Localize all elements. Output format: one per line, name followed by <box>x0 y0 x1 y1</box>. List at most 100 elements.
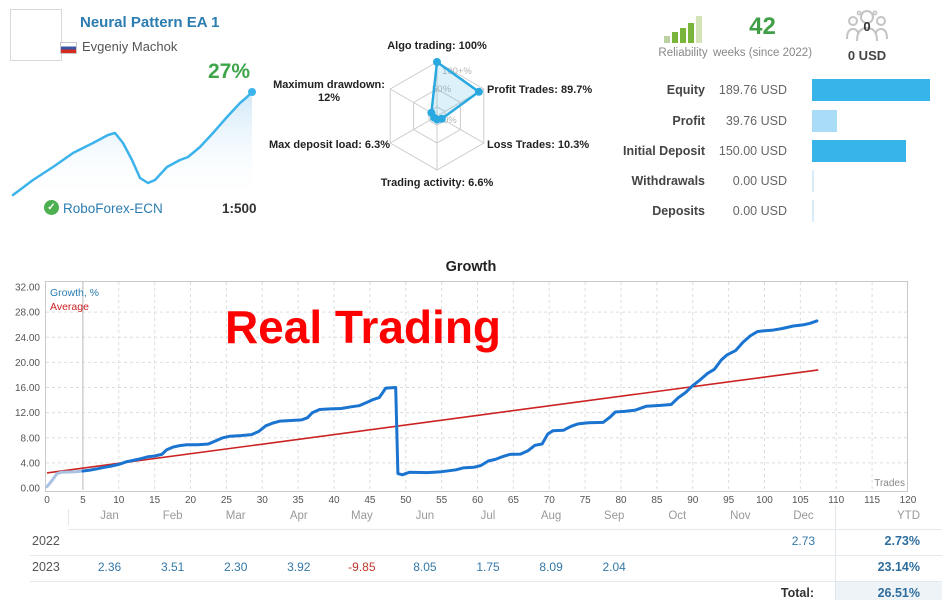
month-header: Sep <box>603 510 625 522</box>
table-header-divider <box>68 529 942 530</box>
total-label: Total: <box>780 586 814 600</box>
total-value: 26.51% <box>877 586 920 600</box>
x-tick-label: 35 <box>293 495 305 505</box>
radar-axis-label: Max deposit load: 6.3% <box>268 139 390 151</box>
x-tick-label: 40 <box>328 495 340 505</box>
broker-link[interactable]: RoboForex-ECN <box>63 201 163 216</box>
x-tick-label: 10 <box>113 495 125 505</box>
month-return-value: 2.73 <box>791 534 816 548</box>
month-header: Dec <box>793 510 814 522</box>
y-tick-label: 16.00 <box>15 383 40 394</box>
month-return-value: 8.09 <box>539 560 563 574</box>
verified-check-icon: ✓ <box>44 200 59 215</box>
month-return-value: 2.36 <box>97 560 122 574</box>
stat-label: Profit <box>672 114 705 128</box>
total-ytd-cell-bg <box>836 582 942 600</box>
stat-value: 150.00 USD <box>718 144 787 158</box>
reliability-bars-icon <box>664 16 702 43</box>
table-row-divider <box>30 581 942 582</box>
y-tick-label: 24.00 <box>15 333 40 344</box>
weeks-count: 42 <box>749 13 776 40</box>
ytd-header: YTD <box>897 510 920 522</box>
month-return-value: 1.75 <box>476 560 500 574</box>
stat-bar <box>812 140 906 162</box>
month-return-value: 2.04 <box>602 560 626 574</box>
month-header: Jan <box>100 510 119 522</box>
x-tick-label: 105 <box>792 495 809 505</box>
x-tick-label: 25 <box>221 495 233 505</box>
ytd-value: 23.14% <box>877 560 920 574</box>
month-header: Oct <box>668 510 687 522</box>
stat-label: Deposits <box>652 204 705 218</box>
x-tick-label: 115 <box>864 495 880 505</box>
x-tick-label: 0 <box>44 495 50 505</box>
month-return-value: 2.30 <box>224 560 248 574</box>
russia-flag-icon <box>60 42 77 54</box>
subscribers-count: 0 <box>863 19 870 34</box>
stat-value: 39.76 USD <box>725 114 787 128</box>
stat-value: 0.00 USD <box>732 174 787 188</box>
year-label: 2023 <box>32 560 60 574</box>
radar-axis-label: Maximum drawdown: 12% <box>273 79 385 104</box>
stat-label: Withdrawals <box>631 174 705 188</box>
y-tick-label: 20.00 <box>15 358 40 369</box>
month-return-value: 8.05 <box>413 560 437 574</box>
y-tick-label: 12.00 <box>15 408 40 419</box>
x-tick-label: 50 <box>400 495 412 505</box>
x-tick-label: 80 <box>615 495 627 505</box>
month-header: Mar <box>225 510 246 522</box>
x-tick-label: 45 <box>364 495 376 505</box>
stat-label: Equity <box>666 83 705 97</box>
weeks-label: weeks (since 2022) <box>712 47 813 59</box>
x-tick-label: 100 <box>756 495 773 505</box>
real-trading-watermark: Real Trading <box>225 301 501 353</box>
x-tick-label: 95 <box>723 495 735 505</box>
stat-bar <box>812 170 814 192</box>
month-return-value: 3.51 <box>160 560 185 574</box>
y-tick-label: 4.00 <box>21 458 41 469</box>
x-tick-label: 90 <box>687 495 699 505</box>
radar-axis-label: Algo trading: 100% <box>387 40 487 52</box>
month-header: Jun <box>415 510 435 522</box>
month-header: Feb <box>162 510 183 522</box>
x-tick-label: 75 <box>580 495 592 505</box>
x-tick-label: 15 <box>149 495 161 505</box>
x-tick-label: 20 <box>185 495 197 505</box>
growth-chart-title: Growth <box>445 259 497 275</box>
trades-axis-label: Trades <box>874 478 905 489</box>
year-column-tick <box>68 509 69 525</box>
radar-axis-label: Profit Trades: 89.7% <box>487 84 593 96</box>
year-label: 2022 <box>32 534 60 548</box>
table-row-divider <box>30 555 942 556</box>
subscribers-funds: 0 USD <box>847 48 887 63</box>
month-return-value: 3.92 <box>287 560 311 574</box>
signal-avatar[interactable] <box>10 9 62 61</box>
y-tick-label: 32.00 <box>15 283 40 294</box>
stat-bar <box>812 200 814 222</box>
reliability-label: Reliability <box>658 47 708 59</box>
signal-author[interactable]: Evgeniy Machok <box>82 39 178 54</box>
month-header: Jul <box>480 510 496 522</box>
stat-value: 0.00 USD <box>732 204 787 218</box>
stat-bar <box>812 110 837 132</box>
stat-value: 189.76 USD <box>718 83 787 97</box>
y-tick-label: 0.00 <box>21 484 41 495</box>
y-tick-label: 28.00 <box>15 308 40 319</box>
x-tick-label: 110 <box>828 495 844 505</box>
monthly-returns-table: Jan Feb Mar Apr May Jun Jul Aug Sep Oct Nov Dec YTD 2… <box>0 505 942 600</box>
x-tick-label: 65 <box>508 495 520 505</box>
x-tick-label: 55 <box>436 495 448 505</box>
radar-axis-label: Loss Trades: 10.3% <box>487 139 590 151</box>
radar-ring-label: 50% <box>432 84 452 95</box>
legend-average: Average <box>50 301 89 313</box>
y-tick-label: 8.00 <box>21 433 41 444</box>
signal-title[interactable]: Neural Pattern EA 1 <box>80 14 220 31</box>
mini-growth-sparkline <box>11 88 256 202</box>
distribution-radar-chart: 100+% 50% 0% <box>389 58 485 171</box>
radar-ring-label: 0% <box>443 115 457 126</box>
leverage-value: 1:500 <box>222 201 257 216</box>
month-header: Apr <box>289 510 308 522</box>
ytd-column-divider <box>835 505 836 600</box>
growth-percent-badge: 27% <box>208 60 251 83</box>
